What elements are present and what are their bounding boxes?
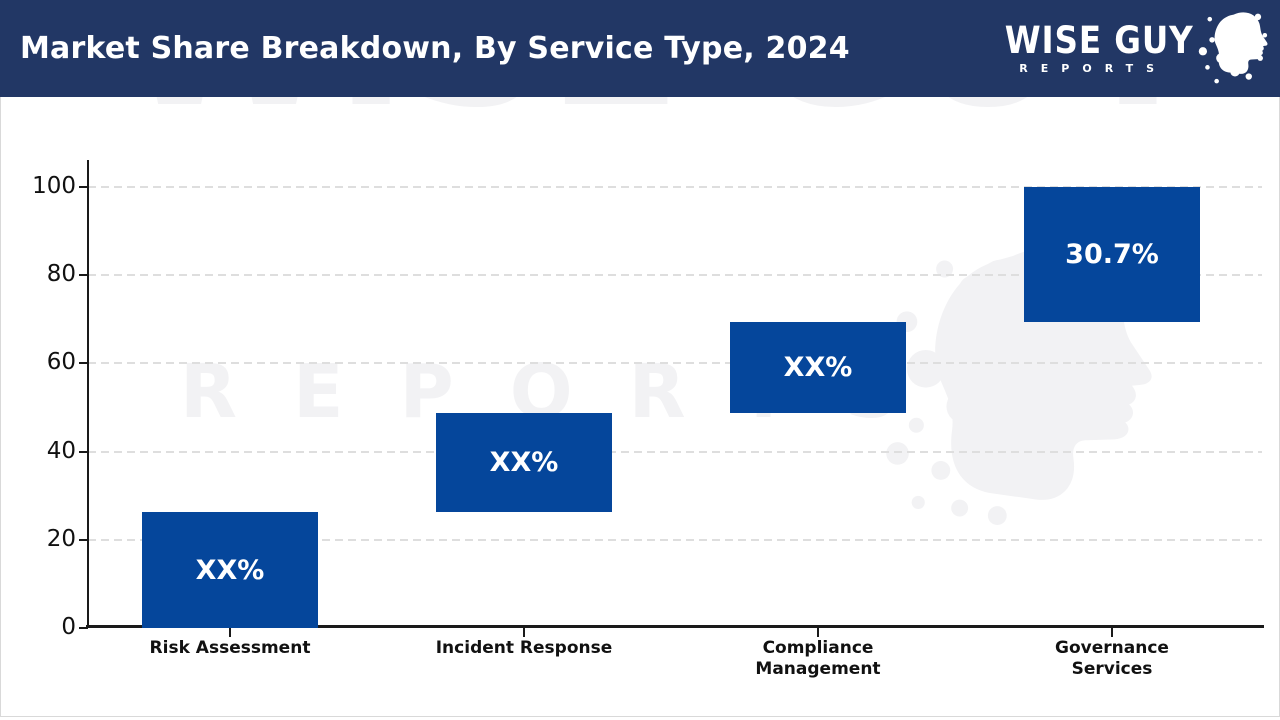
y-axis-tick (79, 274, 88, 277)
y-axis-tick (79, 627, 88, 629)
y-axis (87, 160, 89, 628)
y-axis-tick (79, 450, 88, 453)
x-axis (86, 625, 1264, 628)
category-label: Risk Assessment (149, 638, 311, 658)
y-tick-label: 100 (32, 173, 76, 199)
bar-segment: XX% (142, 512, 318, 628)
chart-title: Market Share Breakdown, By Service Type,… (20, 31, 850, 66)
x-axis-tick (1111, 628, 1113, 637)
gridline (88, 186, 1262, 188)
y-tick-label: 40 (46, 437, 76, 464)
bar-value-label: XX% (195, 554, 265, 586)
y-axis-tick (79, 362, 88, 365)
brand-logo-text: WISE GUY REPORTS (979, 22, 1194, 75)
y-tick-label: 80 (46, 261, 76, 288)
brand-wordmark-sub: REPORTS (1019, 62, 1168, 75)
gridline (88, 538, 1262, 541)
bar-segment: XX% (436, 412, 612, 512)
brand-wordmark: WISE GUY (1005, 19, 1194, 62)
header: Market Share Breakdown, By Service Type,… (0, 0, 1280, 97)
bar-value-label: XX% (489, 446, 559, 478)
gridline (88, 362, 1262, 365)
y-axis-tick (79, 186, 88, 188)
category-label: Incident Response (435, 638, 613, 658)
y-tick-label: 0 (61, 614, 76, 640)
brand-logo: WISE GUY REPORTS (979, 5, 1274, 93)
brand-face-icon (1198, 11, 1268, 83)
x-axis-tick (523, 628, 525, 637)
category-label: Governance Services (1055, 638, 1169, 680)
y-axis-tick (79, 538, 88, 541)
x-axis-tick (817, 628, 819, 637)
bar-segment: 30.7% (1024, 187, 1200, 323)
category-label: Compliance Management (755, 638, 881, 680)
bar-value-label: XX% (783, 352, 853, 384)
bar-value-label: 30.7% (1065, 239, 1159, 271)
y-tick-label: 20 (46, 525, 76, 552)
x-axis-tick (229, 628, 231, 637)
gridline (88, 450, 1262, 453)
bar-segment: XX% (730, 322, 906, 413)
y-tick-label: 60 (46, 349, 76, 376)
gridline (88, 274, 1262, 277)
